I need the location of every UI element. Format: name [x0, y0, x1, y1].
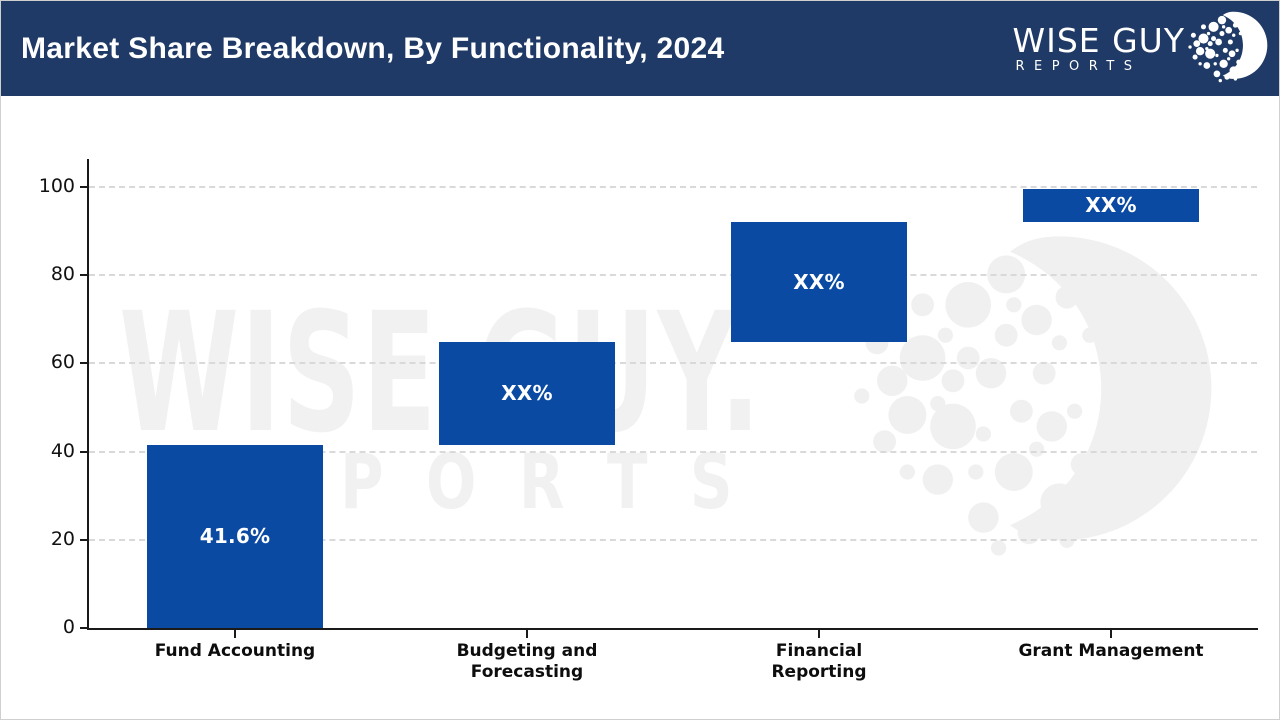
y-tick-20 — [80, 538, 88, 541]
gridline-20 — [89, 538, 1257, 541]
x-tick-grant-management — [1110, 630, 1112, 638]
y-tick-label-60: 60 — [50, 351, 75, 374]
y-tick-label-80: 80 — [50, 263, 75, 286]
brand-logo: WISE GUY REPORTS — [1012, 5, 1269, 93]
x-tick-budgeting-and-forecasting — [526, 630, 528, 638]
y-axis-line — [87, 159, 89, 630]
logo-subtitle: REPORTS — [1015, 59, 1142, 74]
bar-financial-reporting: XX% — [731, 221, 907, 342]
x-category-label-budgeting-and-forecasting: Budgeting and Forecasting — [456, 641, 598, 682]
gridline-40 — [89, 450, 1257, 453]
y-tick-label-40: 40 — [50, 439, 75, 462]
x-category-label-grant-management: Grant Management — [1018, 641, 1204, 661]
bar-value-label-financial-reporting: XX% — [793, 269, 845, 294]
y-tick-100 — [80, 186, 88, 188]
bar-grant-management: XX% — [1023, 188, 1199, 222]
y-tick-40 — [80, 450, 88, 453]
logo-wordmark: WISE GUY — [1012, 21, 1185, 60]
x-category-label-fund-accounting: Fund Accounting — [154, 641, 316, 661]
gridline-80 — [89, 274, 1257, 277]
x-tick-financial-reporting — [818, 630, 820, 638]
watermark-face-icon — [839, 206, 1219, 590]
y-tick-label-20: 20 — [50, 527, 75, 550]
page-title: Market Share Breakdown, By Functionality… — [21, 31, 725, 65]
brand-logo-text: WISE GUY REPORTS — [1012, 24, 1185, 73]
y-tick-label-0: 0 — [62, 616, 75, 638]
bar-fund-accounting: 41.6% — [147, 444, 323, 628]
y-tick-label-100: 100 — [38, 175, 75, 197]
bar-value-label-fund-accounting: 41.6% — [199, 524, 271, 549]
gridline-100 — [89, 186, 1257, 188]
bar-value-label-budgeting-and-forecasting: XX% — [501, 381, 553, 406]
y-tick-0 — [80, 627, 88, 629]
x-category-label-financial-reporting: Financial Reporting — [771, 641, 867, 682]
y-tick-60 — [80, 362, 88, 365]
x-tick-fund-accounting — [234, 630, 236, 638]
logo-face-icon — [1185, 5, 1269, 93]
bar-budgeting-and-forecasting: XX% — [439, 341, 615, 445]
bar-value-label-grant-management: XX% — [1085, 193, 1137, 218]
x-axis-line — [87, 628, 1258, 630]
header-bar: Market Share Breakdown, By Functionality… — [1, 1, 1279, 96]
gridline-60 — [89, 362, 1257, 365]
y-tick-80 — [80, 274, 88, 277]
